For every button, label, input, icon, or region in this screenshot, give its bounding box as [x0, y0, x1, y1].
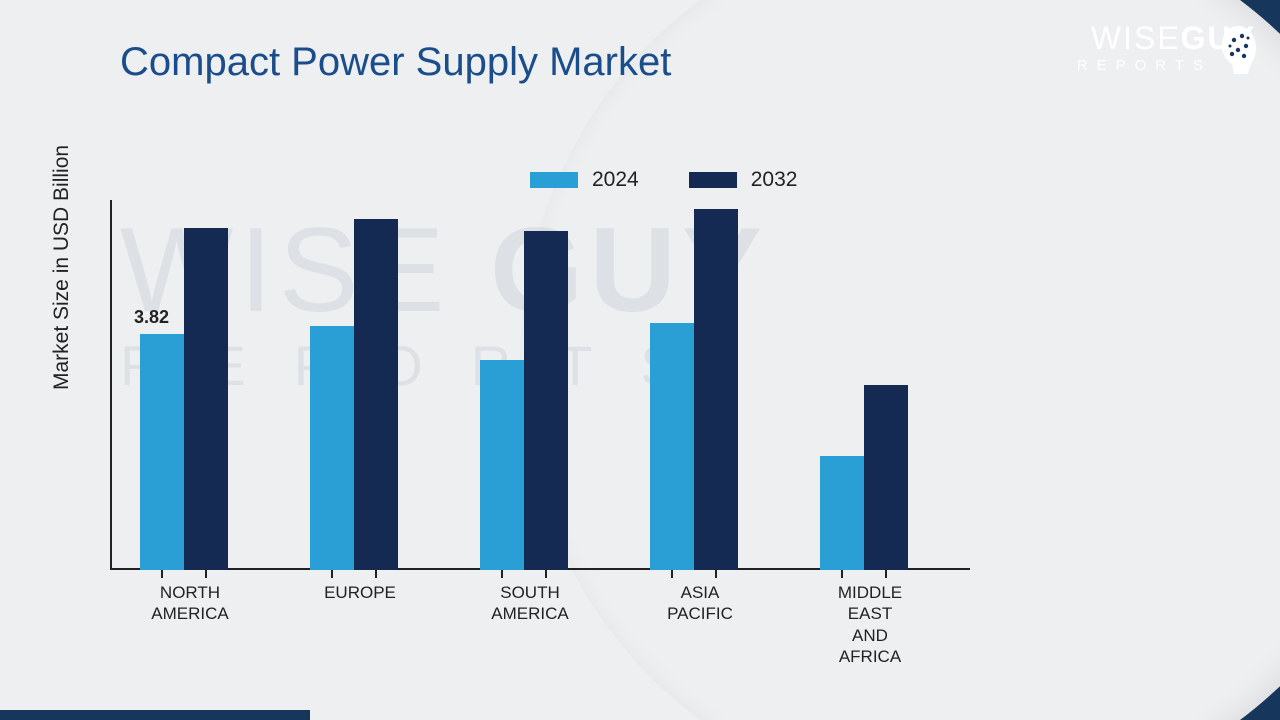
legend-label-2024: 2024: [592, 168, 639, 192]
y-axis-label: Market Size in USD Billion: [50, 145, 74, 390]
bar-value-label: 3.82: [134, 307, 169, 328]
bottom-accent-bar: [0, 710, 310, 720]
axis-tick: [671, 570, 673, 578]
bar-2024: [820, 456, 864, 570]
bar-2024: [140, 334, 184, 570]
brand-logo-word1: WISE: [1091, 20, 1181, 56]
category-label: SOUTHAMERICA: [450, 582, 610, 625]
category-label: EUROPE: [280, 582, 440, 603]
stage: WISEGUY REPORTS WISE GUY REPORTS Compact…: [0, 0, 1280, 720]
brand-logo: WISEGUY REPORTS: [1077, 22, 1256, 73]
axis-tick: [501, 570, 503, 578]
bar-2032: [524, 231, 568, 570]
axis-tick: [161, 570, 163, 578]
category-label: NORTHAMERICA: [110, 582, 270, 625]
brand-logo-line1: WISEGUY: [1077, 22, 1256, 54]
category-label: MIDDLEEASTANDAFRICA: [790, 582, 950, 667]
legend-swatch-2024: [530, 172, 578, 188]
bar-2032: [354, 219, 398, 571]
bar-2032: [864, 385, 908, 570]
axis-tick: [375, 570, 377, 578]
legend-label-2032: 2032: [751, 168, 798, 192]
axis-tick: [545, 570, 547, 578]
legend-swatch-2032: [689, 172, 737, 188]
bar-2024: [480, 360, 524, 570]
axis-tick: [205, 570, 207, 578]
category-label: ASIAPACIFIC: [620, 582, 780, 625]
brand-logo-line2: REPORTS: [1077, 58, 1212, 73]
legend-item-2024: 2024: [530, 168, 639, 192]
y-axis: [110, 200, 112, 570]
bar-2032: [694, 209, 738, 570]
bar-2024: [310, 326, 354, 570]
ai-head-icon: [1218, 24, 1258, 74]
bar-chart: 3.82NORTHAMERICAEUROPESOUTHAMERICAASIAPA…: [110, 200, 970, 570]
bar-2024: [650, 323, 694, 570]
axis-tick: [841, 570, 843, 578]
legend: 2024 2032: [530, 168, 797, 192]
axis-tick: [885, 570, 887, 578]
bar-2032: [184, 228, 228, 570]
axis-tick: [715, 570, 717, 578]
axis-tick: [331, 570, 333, 578]
chart-title: Compact Power Supply Market: [120, 40, 671, 85]
legend-item-2032: 2032: [689, 168, 798, 192]
